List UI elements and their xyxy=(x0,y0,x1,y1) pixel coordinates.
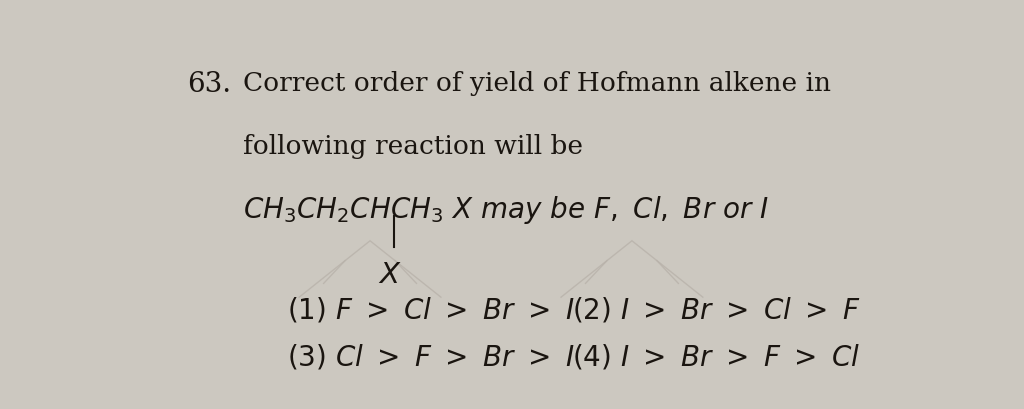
Text: 63.: 63. xyxy=(187,71,231,98)
Text: $\mathit{(3)\ Cl\ >\ F\ >\ Br\ >\ I}$: $\mathit{(3)\ Cl\ >\ F\ >\ Br\ >\ I}$ xyxy=(287,342,574,371)
Text: $\mathit{(1)\ F\ >\ Cl\ >\ Br\ >\ I}$: $\mathit{(1)\ F\ >\ Cl\ >\ Br\ >\ I}$ xyxy=(287,295,574,324)
Text: $\mathit{X}$: $\mathit{X}$ xyxy=(378,260,401,288)
Text: Correct order of yield of Hofmann alkene in: Correct order of yield of Hofmann alkene… xyxy=(243,71,831,96)
Text: $\mathit{CH_3CH_2CHCH_3}$ $\mathit{X\ may\ be\ F,\ Cl,\ Br\ or\ I}$: $\mathit{CH_3CH_2CHCH_3}$ $\mathit{X\ ma… xyxy=(243,194,769,226)
Text: following reaction will be: following reaction will be xyxy=(243,134,583,159)
Text: $\mathit{(4)\ I\ >\ Br\ >\ F\ >\ Cl}$: $\mathit{(4)\ I\ >\ Br\ >\ F\ >\ Cl}$ xyxy=(572,342,860,371)
Text: $\mathit{(2)\ I\ >\ Br\ >\ Cl\ >\ F}$: $\mathit{(2)\ I\ >\ Br\ >\ Cl\ >\ F}$ xyxy=(572,295,861,324)
